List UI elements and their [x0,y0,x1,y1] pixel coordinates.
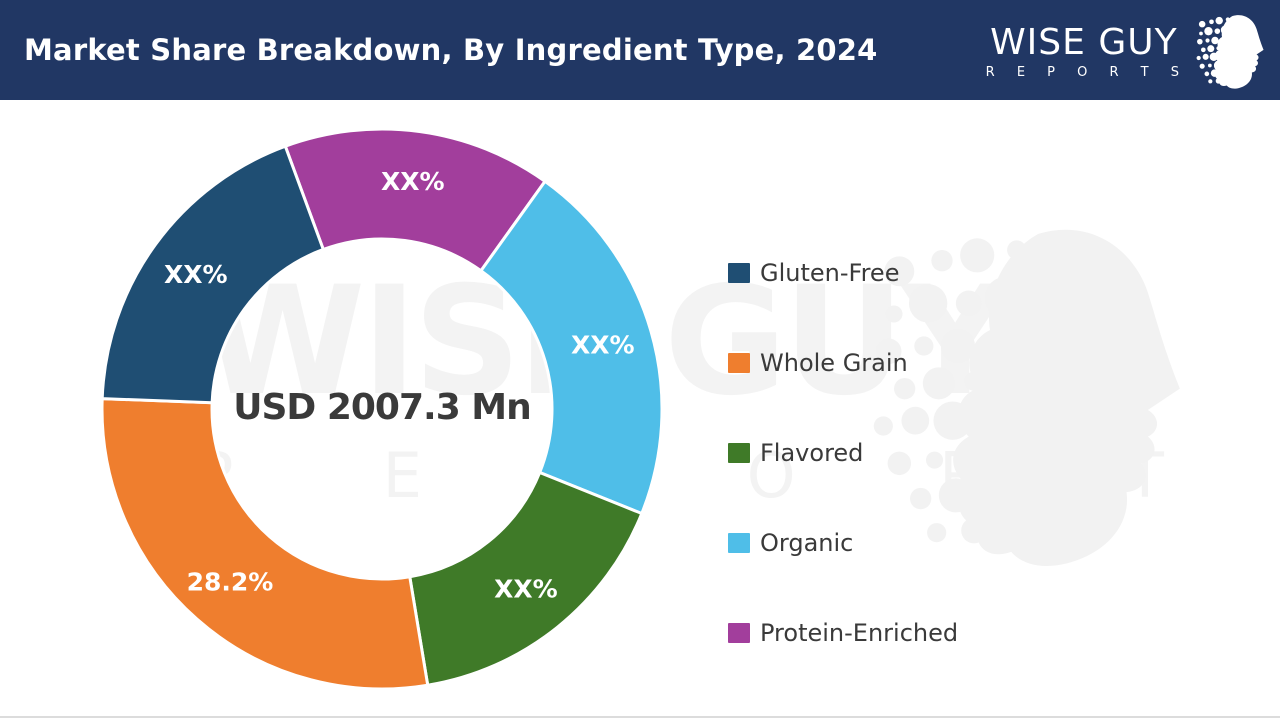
donut-segment-whole-grain [100,397,430,691]
chart-legend: Gluten-Free Whole Grain Flavored Organic… [728,259,958,647]
donut-center-value: USD 2007.3 Mn [233,387,531,428]
legend-label: Flavored [760,439,864,467]
brand-logo: WISE GUY R E P O R T S [980,8,1264,94]
legend-item-gluten-free: Gluten-Free [728,259,958,287]
watermark-face-logo [873,229,1180,566]
legend-label: Whole Grain [760,349,908,377]
segment-label-gluten-free: XX% [164,260,228,289]
legend-item-protein-enriched: Protein-Enriched [728,619,958,647]
watermark-face-silhouette [953,229,1180,566]
legend-item-organic: Organic [728,529,958,557]
brand-logo-name: WISE GUY [990,21,1178,63]
legend-label: Organic [760,529,854,557]
legend-label: Gluten-Free [760,259,900,287]
brand-logo-text: WISE GUY R E P O R T S [980,21,1188,80]
segment-label-organic: XX% [571,331,635,360]
brand-logo-subtitle: R E P O R T S [985,64,1188,80]
legend-swatch [728,353,750,373]
legend-swatch [728,263,750,283]
segment-label-whole-grain: 28.2% [187,568,274,597]
header-bar: Market Share Breakdown, By Ingredient Ty… [0,0,1280,100]
segment-label-flavored: XX% [494,574,558,603]
bottom-divider [0,716,1280,718]
brand-face-icon [1196,15,1264,89]
donut-chart: XX% XX% XX% 28.2% XX% [100,127,664,691]
segment-label-protein-enriched: XX% [381,167,445,196]
legend-swatch [728,533,750,553]
donut-segment-gluten-free [100,144,326,405]
legend-item-whole-grain: Whole Grain [728,349,958,377]
legend-item-flavored: Flavored [728,439,958,467]
legend-swatch [728,443,750,463]
legend-label: Protein-Enriched [760,619,959,647]
legend-swatch [728,623,750,643]
page-title: Market Share Breakdown, By Ingredient Ty… [24,33,878,67]
donut-segment-organic [478,179,664,516]
